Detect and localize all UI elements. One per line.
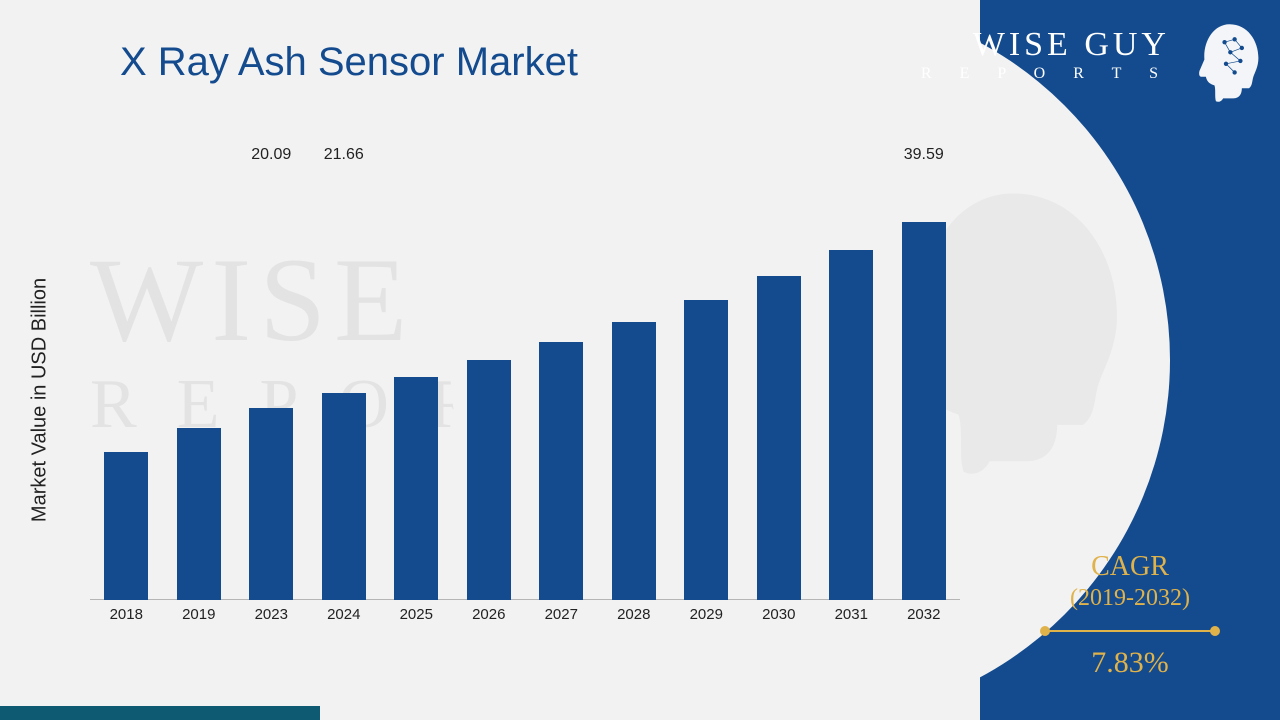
bar-wrap: 39.59: [888, 170, 961, 600]
x-tick-label: 2028: [598, 600, 671, 630]
bar: [467, 360, 511, 600]
x-tick-label: 2030: [743, 600, 816, 630]
cagr-label: CAGR: [980, 551, 1280, 583]
bar-chart: Market Value in USD Billion 20.0921.6639…: [50, 170, 960, 630]
cagr-divider: [1045, 630, 1215, 632]
page-title: X Ray Ash Sensor Market: [120, 40, 578, 85]
bar-value-label: 20.09: [251, 146, 291, 164]
bar-wrap: [453, 170, 526, 600]
bar: [612, 322, 656, 600]
bar-wrap: [90, 170, 163, 600]
y-axis-label: Market Value in USD Billion: [29, 278, 52, 522]
plot-area: 20.0921.66 39.59: [90, 170, 960, 600]
bar-value-label: 21.66: [324, 146, 364, 164]
bar: [539, 342, 583, 600]
footer-accent-bar: [0, 706, 320, 720]
brand-head-icon: [1190, 20, 1262, 104]
bar: [322, 393, 366, 600]
x-tick-label: 2029: [670, 600, 743, 630]
brand-logo-text: WISE GUY R E P O R T S: [921, 28, 1170, 82]
bar: [177, 428, 221, 600]
x-tick-label: 2026: [453, 600, 526, 630]
bar: [394, 377, 438, 600]
x-tick-label: 2031: [815, 600, 888, 630]
brand-line2: R E P O R T S: [921, 66, 1170, 82]
bar-wrap: [525, 170, 598, 600]
bar-wrap: [670, 170, 743, 600]
cagr-panel: CAGR (2019-2032) 7.83%: [980, 551, 1280, 680]
brand-line1: WISE GUY: [921, 28, 1170, 62]
bar: [829, 250, 873, 600]
bar: [902, 222, 946, 600]
bar-wrap: [598, 170, 671, 600]
x-tick-label: 2032: [888, 600, 961, 630]
cagr-years: (2019-2032): [980, 585, 1280, 612]
x-tick-label: 2025: [380, 600, 453, 630]
bar: [249, 408, 293, 600]
x-tick-label: 2019: [163, 600, 236, 630]
bar-wrap: 21.66: [308, 170, 381, 600]
cagr-value: 7.83%: [980, 646, 1280, 680]
bar-wrap: [743, 170, 816, 600]
bar: [104, 452, 148, 600]
x-labels: 2018201920232024202520262027202820292030…: [90, 600, 960, 630]
bar-wrap: [380, 170, 453, 600]
x-tick-label: 2018: [90, 600, 163, 630]
bar-wrap: 20.09: [235, 170, 308, 600]
x-tick-label: 2023: [235, 600, 308, 630]
x-tick-label: 2027: [525, 600, 598, 630]
bars-container: 20.0921.66 39.59: [90, 170, 960, 600]
x-tick-label: 2024: [308, 600, 381, 630]
bar-wrap: [163, 170, 236, 600]
bar: [684, 300, 728, 600]
bar-wrap: [815, 170, 888, 600]
bar: [757, 276, 801, 600]
bar-value-label: 39.59: [904, 146, 944, 164]
infographic-canvas: WISE GUY REPORTS X Ray Ash Sensor Market…: [0, 0, 1280, 720]
